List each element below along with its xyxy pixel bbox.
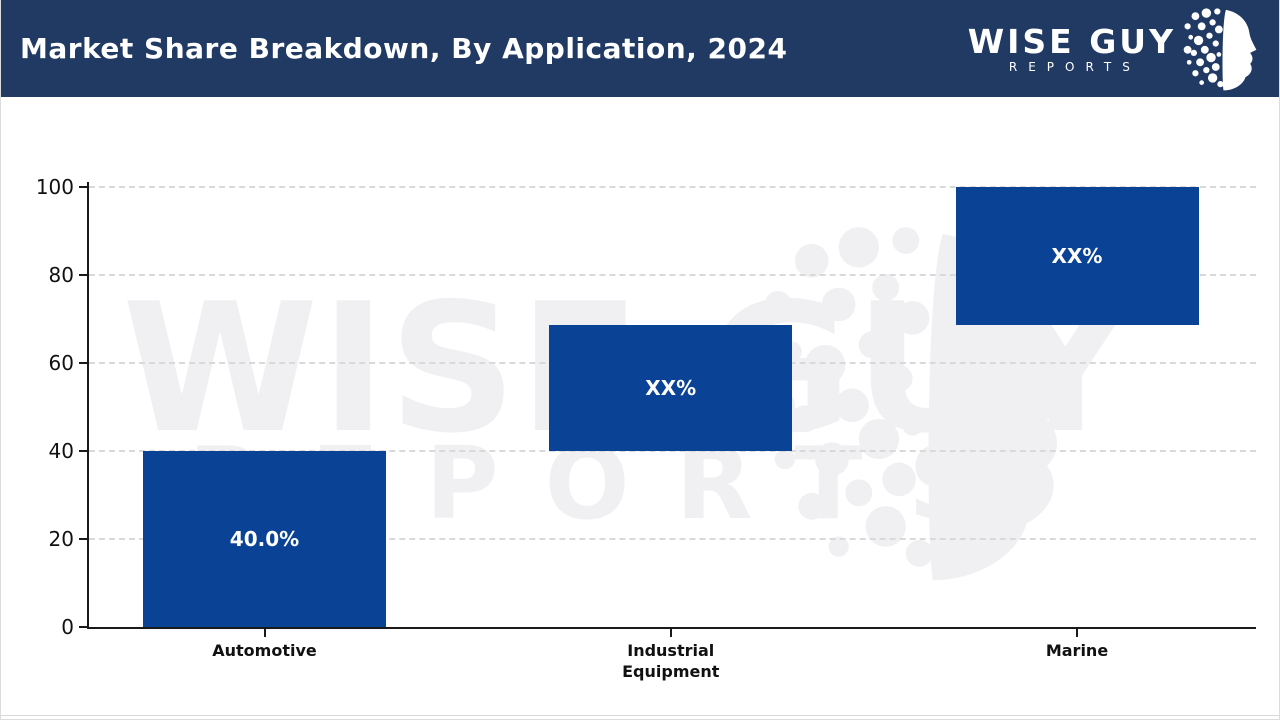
y-tick-100: [79, 186, 89, 188]
y-tick-label-40: 40: [48, 439, 74, 463]
plot-area: 0 20 40 60 80 100 Automotive Industrial Equipme…: [0, 97, 1280, 720]
bar-industrial-equipment: XX%: [549, 325, 793, 451]
gridline-40: [89, 450, 1256, 452]
brand-logo: WISE GUY REPORTS: [968, 6, 1262, 92]
bar-value-label: 40.0%: [229, 527, 300, 551]
bar-marine: XX%: [955, 187, 1199, 326]
y-tick-80: [79, 274, 89, 276]
x-axis-label-industrial-equipment: Industrial Equipment: [622, 641, 720, 681]
y-tick-label-60: 60: [48, 351, 74, 375]
x-axis-label-marine: Marine: [1045, 641, 1109, 660]
chart-canvas: WISE GUY REPORTS 0 20 40 60 80 100 Automotive I…: [0, 97, 1280, 720]
figure-bottom-border: [0, 715, 1280, 716]
bar-value-label: XX%: [1051, 244, 1103, 269]
brand-name: WISE GUY: [967, 21, 1176, 61]
x-tick-0: [263, 629, 266, 637]
x-axis-spine: [87, 627, 1256, 629]
y-tick-label-20: 20: [48, 527, 74, 551]
gridline-80: [89, 274, 1256, 276]
y-axis-spine: [87, 182, 89, 629]
brand-subtitle: REPORTS: [1008, 59, 1141, 74]
y-tick-label-0: 0: [61, 615, 74, 639]
gridline-20: [89, 538, 1256, 540]
x-axis-label-automotive: Automotive: [212, 641, 317, 660]
y-tick-20: [79, 538, 89, 540]
y-tick-40: [79, 450, 89, 452]
face-profile-logo-icon: [1183, 7, 1257, 90]
x-tick-2: [1076, 629, 1078, 637]
y-tick-60: [79, 362, 89, 364]
page-title: Market Share Breakdown, By Application, …: [20, 32, 788, 65]
y-tick-label-80: 80: [48, 263, 74, 287]
bar-value-label: XX%: [645, 376, 697, 401]
bar-automotive: 40.0%: [143, 451, 386, 627]
y-tick-label-100: 100: [35, 175, 74, 199]
x-tick-1: [669, 629, 672, 637]
y-tick-0: [79, 626, 89, 628]
brand-logo-text: WISE GUY REPORTS: [968, 25, 1176, 73]
header-bar: Market Share Breakdown, By Application, …: [0, 0, 1280, 97]
gridline-100: [89, 186, 1256, 188]
